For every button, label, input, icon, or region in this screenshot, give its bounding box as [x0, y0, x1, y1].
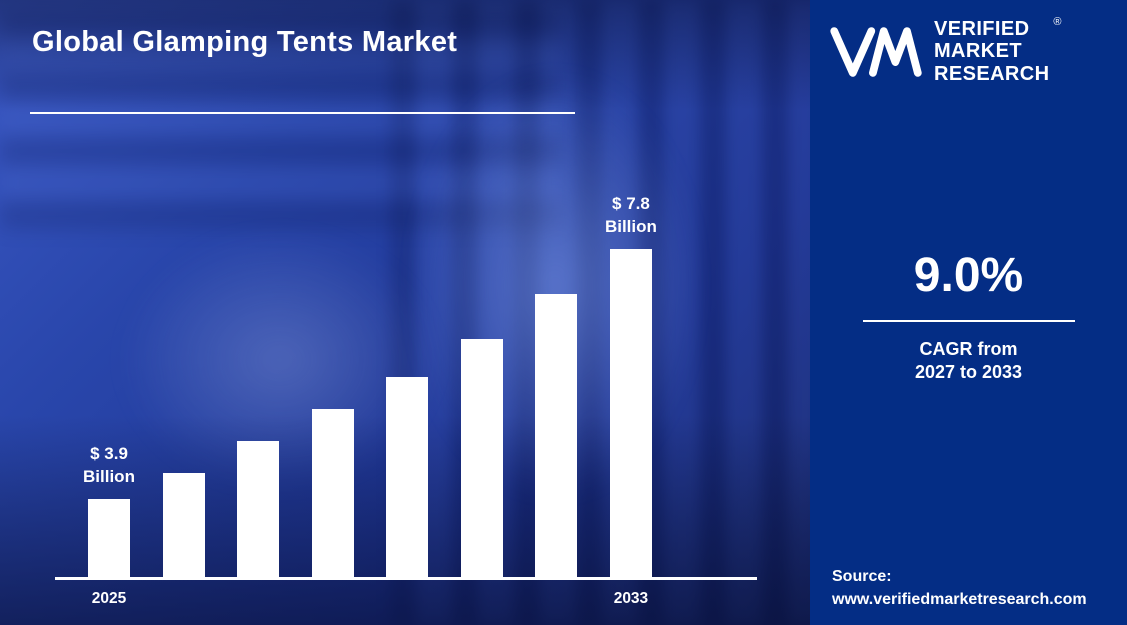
bar: [162, 473, 205, 577]
bar: [386, 377, 429, 577]
cagr-label-line1: CAGR from: [919, 339, 1018, 359]
registered-trademark: ®: [1053, 16, 1062, 28]
cagr-block: 9.0% CAGR from 2027 to 2033: [810, 252, 1127, 385]
bar-value-label: $ 3.9 Billion: [83, 444, 135, 487]
bar: $ 7.8 Billion 2033: [605, 194, 657, 607]
page-title: Global Glamping Tents Market: [32, 26, 458, 58]
brand-logo: ® VERIFIED MARKET RESEARCH: [828, 16, 1117, 85]
bar-chart: $ 3.9 Billion 2025 $ 7.8 Billion 2033: [55, 180, 757, 607]
cagr-value: 9.0%: [913, 249, 1024, 302]
x-axis-label: 2033: [613, 590, 649, 607]
source-label: Source:: [832, 567, 892, 585]
bar: [311, 409, 354, 577]
bar: [237, 441, 280, 577]
logo-line-verified: VERIFIED: [934, 18, 1030, 40]
bar: $ 3.9 Billion 2025: [83, 444, 135, 607]
bar: [460, 339, 503, 577]
bar: [535, 294, 578, 577]
chart-section: Global Glamping Tents Market $ 3.9 Billio…: [0, 0, 810, 625]
vmr-monogram-icon: [830, 26, 922, 77]
logo-line-market: MARKET: [934, 40, 1022, 63]
cagr-divider: [862, 320, 1075, 322]
bar-value-label: $ 7.8 Billion: [604, 194, 657, 237]
source-block: Source: www.verifiedmarketresearch.com: [832, 565, 1087, 611]
logo-line-research: RESEARCH: [934, 62, 1050, 85]
cagr-label-line2: 2027 to 2033: [914, 362, 1023, 383]
cagr-label: CAGR from 2027 to 2033: [810, 338, 1127, 385]
logo-text: ® VERIFIED MARKET RESEARCH: [924, 16, 1062, 85]
title-underline: [30, 112, 575, 114]
info-panel: ® VERIFIED MARKET RESEARCH 9.0% CAGR fro…: [810, 0, 1127, 625]
x-axis-label: 2025: [91, 590, 127, 607]
source-url[interactable]: www.verifiedmarketresearch.com: [832, 590, 1087, 608]
